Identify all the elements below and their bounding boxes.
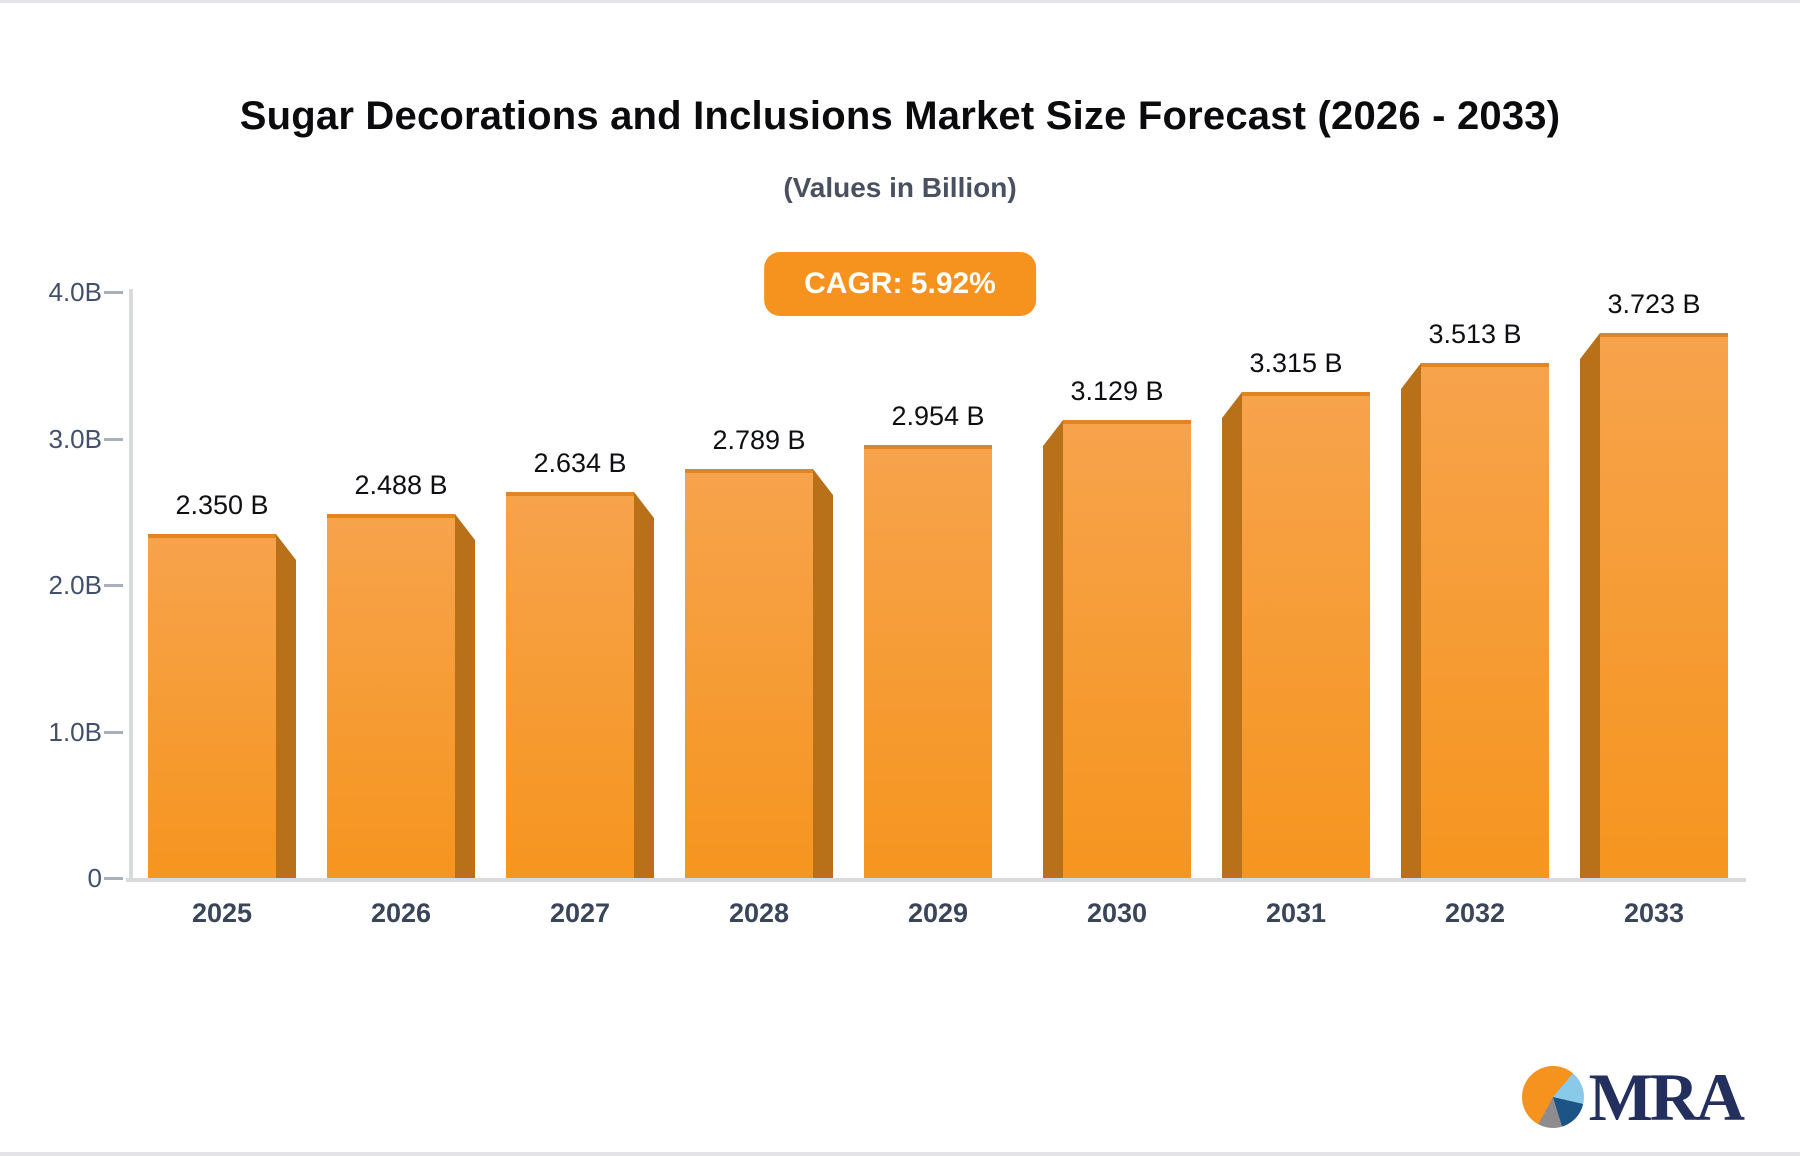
x-axis-line — [126, 878, 1746, 882]
x-axis-tick-label: 2025 — [191, 898, 253, 928]
bar-2031-side-face — [1222, 392, 1242, 878]
y-axis-tick-label: 0 — [87, 863, 102, 893]
bar-2032 — [1421, 363, 1549, 878]
y-axis-tick-mark — [104, 584, 123, 587]
y-axis-tick-label: 1.0B — [48, 716, 103, 747]
bar-2026-side-face — [455, 514, 475, 878]
pie-chart-logo-icon — [1521, 1066, 1584, 1128]
y-axis-line — [129, 289, 133, 882]
y-axis-tick-mark — [104, 730, 123, 734]
x-axis-tick-label: 2033 — [1623, 898, 1685, 928]
bar-value-label: 3.129 B — [1070, 376, 1164, 406]
x-axis-tick-label: 2029 — [907, 898, 969, 928]
bar-2033 — [1600, 333, 1728, 878]
bar-2026 — [327, 514, 455, 878]
bar-2030 — [1063, 420, 1191, 878]
bar-2032-side-face — [1401, 363, 1421, 878]
bar-2031 — [1242, 392, 1370, 878]
bar-value-label: 2.350 B — [175, 490, 269, 520]
bar-value-label: 2.488 B — [354, 470, 448, 500]
y-axis-tick-mark — [104, 877, 123, 880]
bar-2025 — [148, 534, 276, 878]
y-axis-tick-mark — [104, 291, 123, 294]
bar-value-label: 2.954 B — [891, 401, 985, 431]
bar-2028-side-face — [813, 469, 833, 878]
x-axis-tick-label: 2026 — [370, 898, 432, 928]
bar-2028 — [685, 469, 813, 878]
y-axis-tick-label: 3.0B — [48, 423, 103, 454]
chart-title: Sugar Decorations and Inclusions Market … — [239, 94, 1561, 138]
brand-logo: MRA — [1521, 1059, 1745, 1135]
y-axis-tick-label: 4.0B — [48, 277, 103, 307]
bar-2030-side-face — [1043, 420, 1063, 878]
y-axis-tick-label: 2.0B — [48, 570, 103, 600]
bar-value-label: 3.723 B — [1607, 289, 1701, 319]
x-axis-tick-label: 2027 — [549, 898, 611, 928]
bottom-edge-divider — [0, 1152, 1800, 1156]
top-edge-divider — [0, 0, 1800, 3]
bar-value-label: 3.513 B — [1428, 319, 1522, 349]
y-axis-tick-mark — [104, 437, 123, 441]
bar-2027 — [506, 492, 634, 878]
chart-subtitle: (Values in Billion) — [783, 172, 1017, 203]
bar-2025-side-face — [276, 534, 296, 878]
bar-2033-side-face — [1580, 333, 1600, 878]
bar-value-label: 3.315 B — [1249, 348, 1343, 378]
cagr-badge: CAGR: 5.92% — [764, 252, 1036, 316]
bar-value-label: 2.789 B — [712, 425, 806, 455]
x-axis-tick-label: 2030 — [1086, 898, 1148, 928]
brand-logo-text: MRA — [1588, 1059, 1745, 1135]
x-axis-tick-label: 2028 — [728, 898, 790, 928]
bar-value-label: 2.634 B — [533, 448, 627, 478]
bar-2029 — [864, 445, 992, 878]
x-axis-tick-label: 2031 — [1265, 898, 1327, 928]
bar-2027-side-face — [634, 492, 654, 878]
x-axis-tick-label: 2032 — [1444, 898, 1506, 928]
